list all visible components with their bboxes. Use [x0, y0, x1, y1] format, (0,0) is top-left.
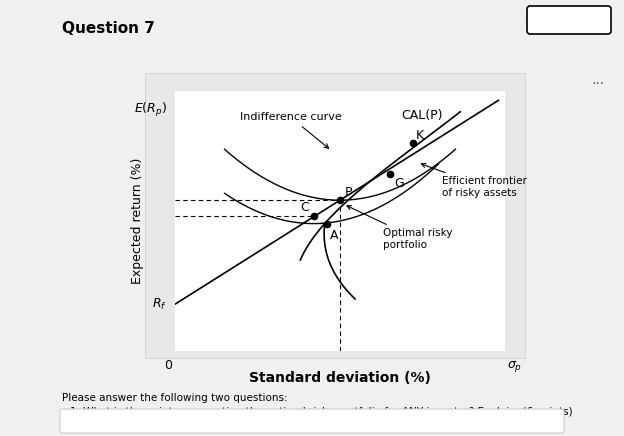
Text: $R_f$: $R_f$: [152, 296, 167, 312]
Text: CAL(P): CAL(P): [402, 109, 443, 122]
Text: 2. How is the efficient frontier of risky assets calculated? (6 points): 2. How is the efficient frontier of risk…: [70, 419, 420, 429]
FancyBboxPatch shape: [145, 73, 525, 358]
Text: A: A: [329, 229, 338, 242]
Text: K: K: [416, 129, 424, 142]
Text: 1. What is the point representing the optimal risky portfolio for ANY investor? : 1. What is the point representing the op…: [70, 407, 573, 417]
Text: 0: 0: [163, 359, 172, 372]
Text: $\sigma_p$: $\sigma_p$: [507, 359, 522, 374]
FancyBboxPatch shape: [60, 409, 564, 433]
Text: 12 Points: 12 Points: [542, 14, 596, 27]
FancyBboxPatch shape: [175, 91, 505, 351]
FancyBboxPatch shape: [527, 6, 611, 34]
Text: $E(R_p)$: $E(R_p)$: [134, 102, 167, 119]
Text: Question 7: Question 7: [62, 21, 155, 36]
Text: P: P: [345, 186, 353, 199]
Text: Efficient frontier
of risky assets: Efficient frontier of risky assets: [421, 164, 527, 198]
Text: Expected return (%): Expected return (%): [130, 158, 144, 284]
Text: G: G: [394, 177, 404, 190]
Text: Indifference curve: Indifference curve: [240, 112, 341, 148]
Text: Use the editor to format your answer: Use the editor to format your answer: [75, 416, 281, 426]
Text: Please answer the following two questions:: Please answer the following two question…: [62, 393, 288, 403]
Text: Optimal risky
portfolio: Optimal risky portfolio: [347, 206, 452, 250]
Text: ...: ...: [592, 73, 605, 87]
Text: C: C: [300, 201, 309, 214]
Text: Standard deviation (%): Standard deviation (%): [249, 371, 431, 385]
